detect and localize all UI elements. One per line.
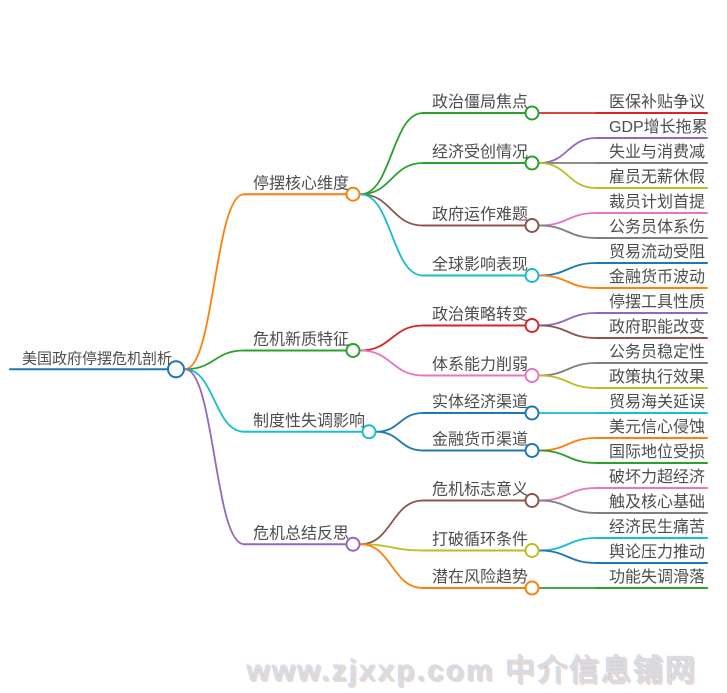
label-crisis-significance: 危机标志意义: [432, 480, 528, 499]
label-institutional-dysfunction-impact: 制度性失调影响: [253, 412, 365, 430]
link-government-function-change: [538, 324, 597, 339]
link-institutional-dysfunction-impact: [184, 368, 245, 433]
toggle-circle-new-crisis-traits[interactable]: [345, 343, 361, 358]
toggle-circle-global-impact[interactable]: [524, 268, 540, 283]
links-layer: [184, 112, 597, 589]
label-potential-risk-trend: 潜在风险趋势: [432, 568, 528, 586]
label-crisis-reflection: 危机总结反思: [253, 524, 349, 542]
toggle-circle-economic-damage[interactable]: [524, 155, 540, 171]
link-international-status-damage: [538, 449, 597, 464]
toggle-circle-core-dimensions[interactable]: [345, 186, 361, 202]
link-civil-servant-stability: [538, 362, 597, 377]
label-policy-execution-effect: 政策执行效果: [609, 368, 705, 386]
toggle-circle-government-operation-problems[interactable]: [524, 218, 540, 233]
label-destructive-power-beyond-economy: 破坏力超经济: [609, 468, 705, 486]
link-civil-service-system-hurt: [538, 224, 597, 239]
label-root: 美国政府停摆危机剖析: [22, 350, 172, 367]
label-international-status-damage: 国际地位受损: [609, 443, 705, 461]
link-potential-risk-trend: [359, 543, 424, 589]
label-dollar-confidence-erosion: 美元信心侵蚀: [609, 418, 705, 436]
label-economic-damage: 经济受创情况: [432, 143, 528, 161]
label-unemployment-consumption-drop: 失业与消费减: [609, 143, 705, 161]
link-dollar-confidence-erosion: [538, 437, 597, 452]
link-gdp-growth-drag: [538, 137, 597, 164]
link-destructive-power-beyond-economy: [538, 487, 597, 502]
toggle-circle-political-deadlock-focus[interactable]: [524, 105, 540, 121]
label-cycle-breaking-conditions: 打破循环条件: [432, 531, 528, 549]
toggle-circle-root[interactable]: [167, 360, 185, 379]
link-policy-execution-effect: [538, 374, 597, 389]
link-economic-damage: [359, 162, 424, 196]
label-gdp-growth-drag: GDP增长拖累: [609, 118, 708, 136]
link-real-economy-channel: [375, 412, 424, 433]
link-global-impact: [359, 193, 424, 277]
link-crisis-significance: [359, 499, 424, 546]
link-touching-core-foundation: [538, 499, 597, 514]
toggle-circle-institutional-dysfunction-impact[interactable]: [361, 424, 377, 440]
link-new-crisis-traits: [184, 349, 245, 371]
toggle-circle-crisis-significance[interactable]: [524, 493, 540, 508]
watermark: www.zjxxp.com 中介信息铺网: [247, 655, 698, 688]
label-layoff-plan-first-mention: 裁员计划首提: [609, 193, 705, 211]
toggle-circle-system-capacity-weakening[interactable]: [524, 368, 540, 383]
link-political-deadlock-focus: [359, 112, 424, 196]
label-touching-core-foundation: 触及核心基础: [609, 493, 705, 511]
label-political-deadlock-focus: 政治僵局焦点: [432, 93, 528, 111]
toggle-circle-political-strategy-shift[interactable]: [524, 318, 540, 333]
label-employee-unpaid-furlough: 雇员无薪休假: [609, 168, 705, 186]
label-system-capacity-weakening: 体系能力削弱: [432, 356, 528, 374]
toggle-circle-real-economy-channel[interactable]: [524, 405, 540, 421]
link-political-strategy-shift: [359, 324, 424, 352]
label-healthcare-subsidy-dispute: 医保补贴争议: [609, 93, 705, 111]
toggle-circle-potential-risk-trend[interactable]: [524, 580, 540, 596]
underlines-layer: [9, 112, 708, 589]
link-government-operation-problems: [359, 193, 424, 227]
label-trade-flow-blocked: 贸易流动受阻: [609, 243, 705, 261]
link-employee-unpaid-furlough: [538, 162, 597, 189]
label-civil-service-system-hurt: 公务员体系伤: [609, 218, 705, 236]
link-monetary-channel: [375, 430, 424, 452]
label-government-operation-problems: 政府运作难题: [432, 206, 528, 224]
label-functional-decline-slide: 功能失调滑落: [609, 568, 705, 586]
link-financial-currency-volatility: [538, 274, 597, 289]
label-shutdown-tool-nature: 停摆工具性质: [609, 293, 705, 311]
label-trade-customs-delay: 贸易海关延误: [609, 393, 705, 411]
link-shutdown-tool-nature: [538, 312, 597, 327]
link-core-dimensions: [184, 193, 245, 371]
label-real-economy-channel: 实体经济渠道: [432, 393, 528, 411]
toggle-circle-monetary-channel[interactable]: [524, 443, 540, 458]
label-global-impact: 全球影响表现: [432, 256, 528, 274]
link-trade-flow-blocked: [538, 262, 597, 277]
label-political-strategy-shift: 政治策略转变: [432, 306, 528, 324]
label-government-function-change: 政府职能改变: [609, 318, 705, 336]
node-circles-layer: [167, 105, 540, 596]
label-core-dimensions: 停摆核心维度: [253, 174, 349, 192]
link-crisis-reflection: [184, 368, 245, 546]
label-financial-currency-volatility: 金融货币波动: [609, 268, 705, 286]
link-public-opinion-pressure: [538, 549, 597, 564]
toggle-circle-cycle-breaking-conditions[interactable]: [524, 543, 540, 558]
label-public-opinion-pressure: 舆论压力推动: [609, 543, 705, 561]
link-layoff-plan-first-mention: [538, 212, 597, 227]
toggle-circle-crisis-reflection[interactable]: [345, 536, 361, 552]
link-system-capacity-weakening: [359, 349, 424, 377]
link-economic-livelihood-pain: [538, 537, 597, 552]
label-civil-servant-stability: 公务员稳定性: [609, 343, 705, 361]
label-economic-livelihood-pain: 经济民生痛苦: [609, 518, 705, 536]
label-new-crisis-traits: 危机新质特征: [253, 331, 349, 349]
label-monetary-channel: 金融货币渠道: [432, 431, 528, 449]
